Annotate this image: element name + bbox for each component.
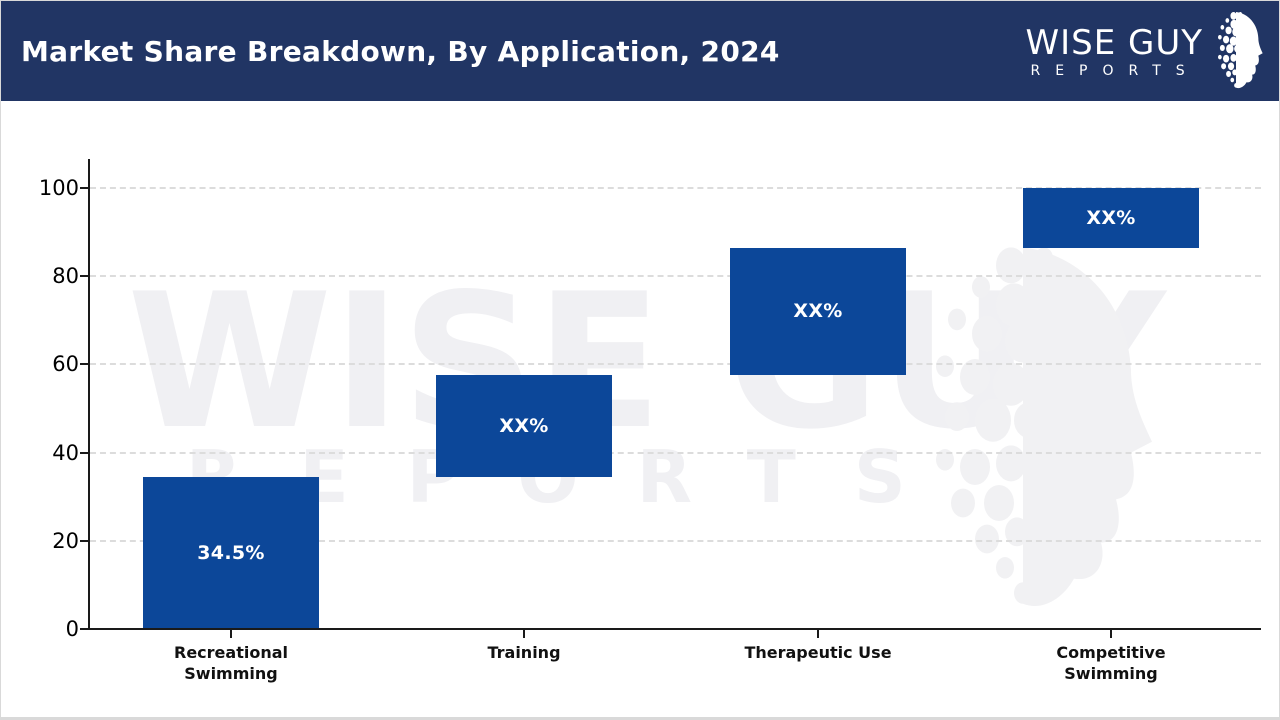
- x-axis-label-line: Therapeutic Use: [744, 643, 892, 662]
- gridline-80: [90, 275, 1261, 278]
- y-tick-mark-20: [80, 539, 89, 542]
- bar-competitive-swimming: XX%: [1023, 188, 1199, 248]
- bar-recreational-swimming: 34.5%: [143, 476, 319, 629]
- gridline-40: [90, 451, 1261, 454]
- x-tick-mark-recreational-swimming: [230, 630, 232, 638]
- y-tick-mark-100: [80, 187, 89, 189]
- x-tick-mark-therapeutic-use: [817, 630, 819, 638]
- y-tick-label-20: 20: [52, 528, 79, 553]
- brand-wordmark: WISE GUY REPORTS: [1025, 24, 1203, 79]
- x-axis-label-competitive-swimming: Competitive Swimming: [981, 642, 1241, 684]
- y-tick-label-60: 60: [52, 352, 79, 377]
- y-tick-mark-0: [80, 628, 89, 630]
- x-axis-label-line: Training: [487, 643, 561, 662]
- y-tick-label-80: 80: [52, 264, 79, 289]
- bar-value-label-training: XX%: [499, 415, 549, 438]
- gridline-60: [90, 363, 1261, 366]
- bar-training: XX%: [436, 375, 612, 477]
- brand-reports-text: REPORTS: [1030, 62, 1200, 79]
- x-axis-label-recreational-swimming: Recreational Swimming: [101, 642, 361, 684]
- x-tick-mark-training: [523, 630, 525, 638]
- y-tick-mark-40: [80, 451, 89, 454]
- x-axis-label-line: Swimming: [184, 664, 278, 683]
- y-tick-mark-60: [80, 363, 89, 366]
- x-axis-label-line: Recreational: [174, 643, 288, 662]
- y-tick-label-100: 100: [38, 176, 79, 200]
- brand-logo: WISE GUY REPORTS: [1025, 7, 1267, 95]
- header-bar: Market Share Breakdown, By Application, …: [1, 1, 1279, 101]
- brand-name-text: WISE GUY: [1025, 22, 1203, 63]
- y-tick-label-0: 0: [65, 617, 79, 641]
- x-axis-label-training: Training: [394, 642, 654, 663]
- gridline-20: [90, 539, 1261, 542]
- y-axis-line: [88, 159, 90, 630]
- x-axis-line: [88, 628, 1261, 630]
- brand-head-icon: [1218, 12, 1263, 89]
- bar-value-label-competitive-swimming: XX%: [1086, 206, 1136, 229]
- y-tick-label-40: 40: [52, 440, 79, 465]
- bar-value-label-recreational-swimming: 34.5%: [197, 541, 265, 564]
- page-title: Market Share Breakdown, By Application, …: [21, 34, 780, 68]
- x-axis-label-line: Competitive: [1056, 643, 1166, 662]
- x-axis-label-line: Swimming: [1064, 664, 1158, 683]
- x-axis-label-therapeutic-use: Therapeutic Use: [688, 642, 948, 663]
- y-tick-mark-80: [80, 275, 89, 278]
- bar-therapeutic-use: XX%: [730, 247, 906, 376]
- x-tick-mark-competitive-swimming: [1110, 630, 1112, 638]
- gridline-100: [90, 187, 1261, 189]
- bar-value-label-therapeutic-use: XX%: [793, 300, 843, 323]
